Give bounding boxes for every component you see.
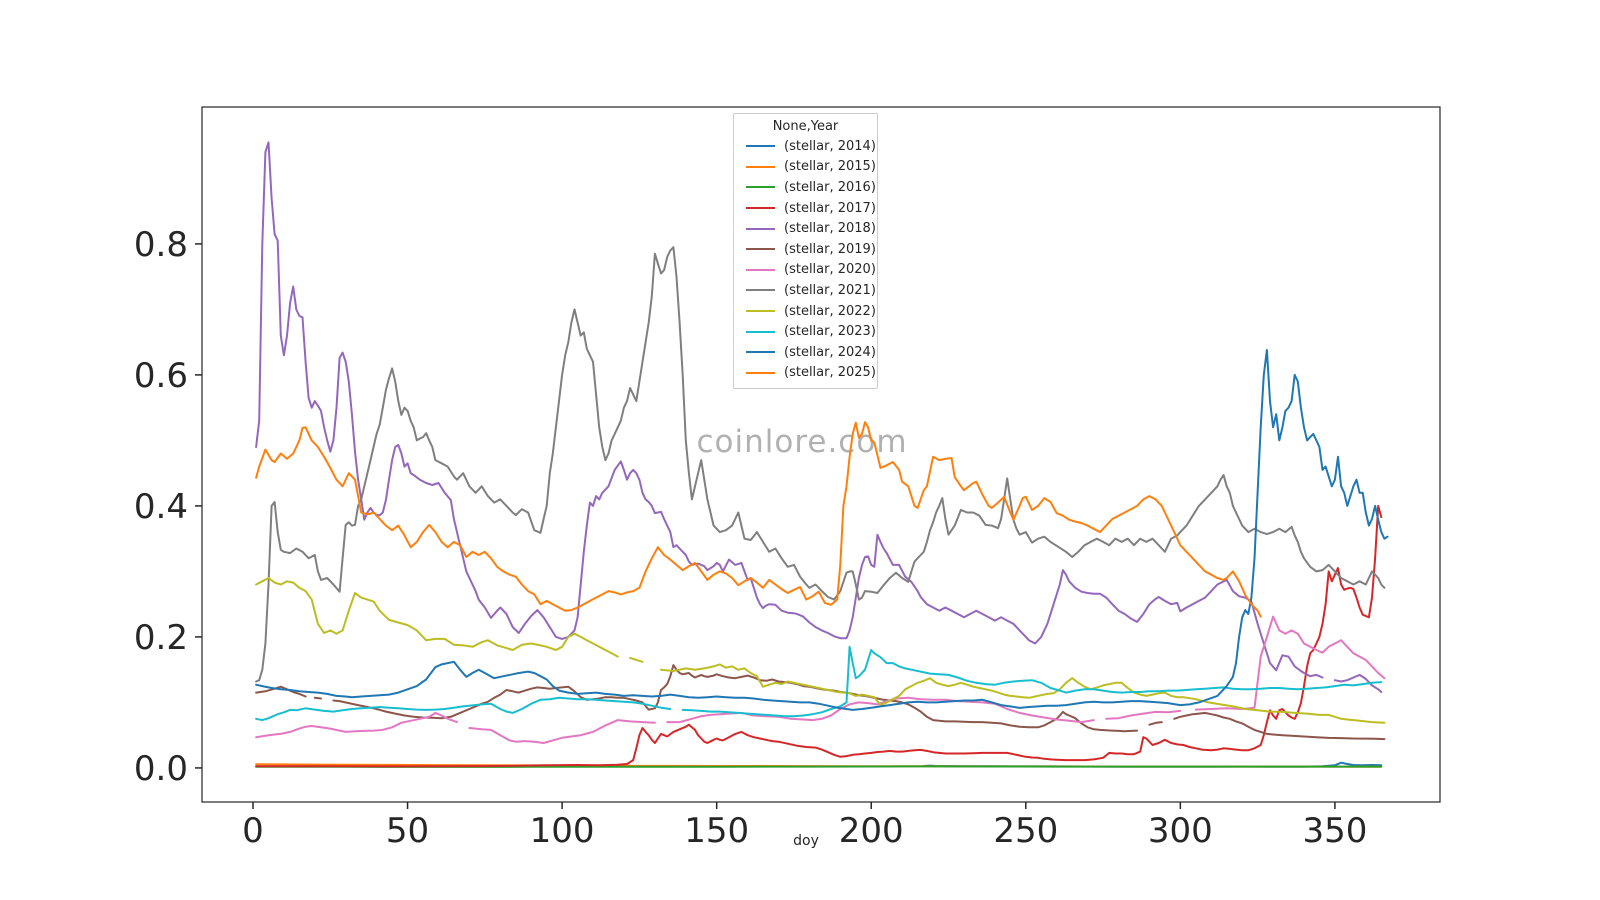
legend-item-label: (stellar, 2025) <box>784 365 876 381</box>
watermark: coinlore.com <box>696 424 908 460</box>
legend-line-swatch-icon <box>746 186 775 189</box>
legend: None,Year (stellar, 2014) (stellar, 2015)… <box>733 113 878 390</box>
legend-item-label: (stellar, 2014) <box>784 138 876 154</box>
y-tick-label: 0.8 <box>134 225 188 265</box>
x-tick-label: 100 <box>530 811 595 851</box>
x-axis: 0 50 100 150 200 250 300 350 <box>242 802 1367 851</box>
series-line <box>255 349 1389 711</box>
x-tick-label: 0 <box>242 811 264 851</box>
legend-item: (stellar, 2017) <box>739 198 876 219</box>
x-tick-label: 150 <box>684 811 749 851</box>
legend-title: None,Year <box>772 119 839 134</box>
legend-line-swatch-icon <box>746 330 775 333</box>
series-line <box>255 246 1386 683</box>
legend-item: (stellar, 2020) <box>739 260 876 281</box>
legend-line-swatch-icon <box>746 145 775 148</box>
x-axis-label: doy <box>793 833 819 849</box>
legend-item: (stellar, 2018) <box>739 218 876 239</box>
legend-line-swatch-icon <box>746 248 775 251</box>
series-line <box>255 664 1386 741</box>
series-line <box>255 615 1386 744</box>
x-tick-label: 50 <box>386 811 429 851</box>
x-tick-label: 300 <box>1148 811 1213 851</box>
y-tick-label: 0.2 <box>134 618 188 658</box>
legend-items: (stellar, 2014) (stellar, 2015) (stellar, … <box>739 136 876 384</box>
legend-line-swatch-icon <box>746 268 775 271</box>
x-tick-label: 350 <box>1302 811 1367 851</box>
series-line <box>255 765 1383 768</box>
legend-line-swatch-icon <box>746 227 775 230</box>
y-tick-label: 0.0 <box>134 749 188 789</box>
plot-border <box>201 106 1441 803</box>
series-line <box>255 577 1386 724</box>
legend-item-label: (stellar, 2019) <box>784 241 876 257</box>
legend-item-label: (stellar, 2020) <box>784 262 876 278</box>
x-tick-label: 250 <box>993 811 1058 851</box>
plot-series <box>255 141 1389 768</box>
legend-line-swatch-icon <box>746 207 775 210</box>
legend-item-label: (stellar, 2022) <box>784 303 876 319</box>
legend-item-label: (stellar, 2023) <box>784 324 876 340</box>
series-line <box>255 645 1383 722</box>
legend-item: (stellar, 2015) <box>739 157 876 178</box>
y-tick-label: 0.6 <box>134 356 188 396</box>
legend-line-swatch-icon <box>746 310 775 313</box>
legend-line-swatch-icon <box>746 289 775 292</box>
legend-item-label: (stellar, 2021) <box>784 282 876 298</box>
legend-line-swatch-icon <box>746 371 775 374</box>
legend-item: (stellar, 2014) <box>739 136 876 157</box>
legend-item: (stellar, 2022) <box>739 301 876 322</box>
legend-line-swatch-icon <box>746 351 775 354</box>
legend-line-swatch-icon <box>746 165 775 168</box>
legend-item: (stellar, 2019) <box>739 239 876 260</box>
series-line <box>255 504 1383 768</box>
legend-item-label: (stellar, 2017) <box>784 200 876 216</box>
y-axis: 0.0 0.2 0.4 0.6 0.8 <box>134 225 202 789</box>
legend-item-label: (stellar, 2016) <box>784 179 876 195</box>
y-tick-label: 0.4 <box>134 487 188 527</box>
legend-item: (stellar, 2025) <box>739 363 876 384</box>
series-line <box>255 421 1262 618</box>
legend-item: (stellar, 2023) <box>739 321 876 342</box>
series-line <box>255 141 1383 693</box>
x-tick-label: 200 <box>839 811 904 851</box>
legend-item: (stellar, 2016) <box>739 177 876 198</box>
legend-item-label: (stellar, 2024) <box>784 344 876 360</box>
legend-item-label: (stellar, 2015) <box>784 159 876 175</box>
legend-item-label: (stellar, 2018) <box>784 221 876 237</box>
legend-item: (stellar, 2021) <box>739 280 876 301</box>
legend-item: (stellar, 2024) <box>739 342 876 363</box>
